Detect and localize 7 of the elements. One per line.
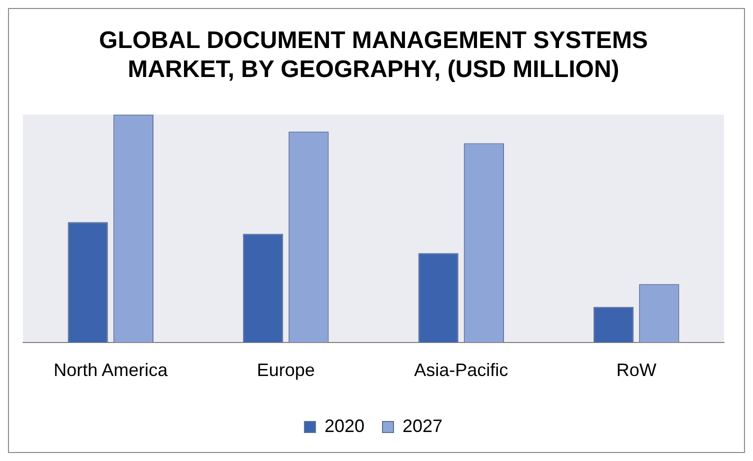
chart-title: GLOBAL DOCUMENT MANAGEMENT SYSTEMS MARKET, BY GEOGRAPHY, (USD MILLION): [99, 27, 648, 83]
legend-label: 2027: [402, 416, 443, 436]
x-tick-label: Asia-Pacific: [414, 360, 508, 380]
x-tick-label: RoW: [616, 360, 656, 380]
x-tick-label: Europe: [256, 360, 315, 380]
x-tick-label: North America: [54, 360, 169, 380]
legend-label: 2020: [324, 416, 365, 436]
